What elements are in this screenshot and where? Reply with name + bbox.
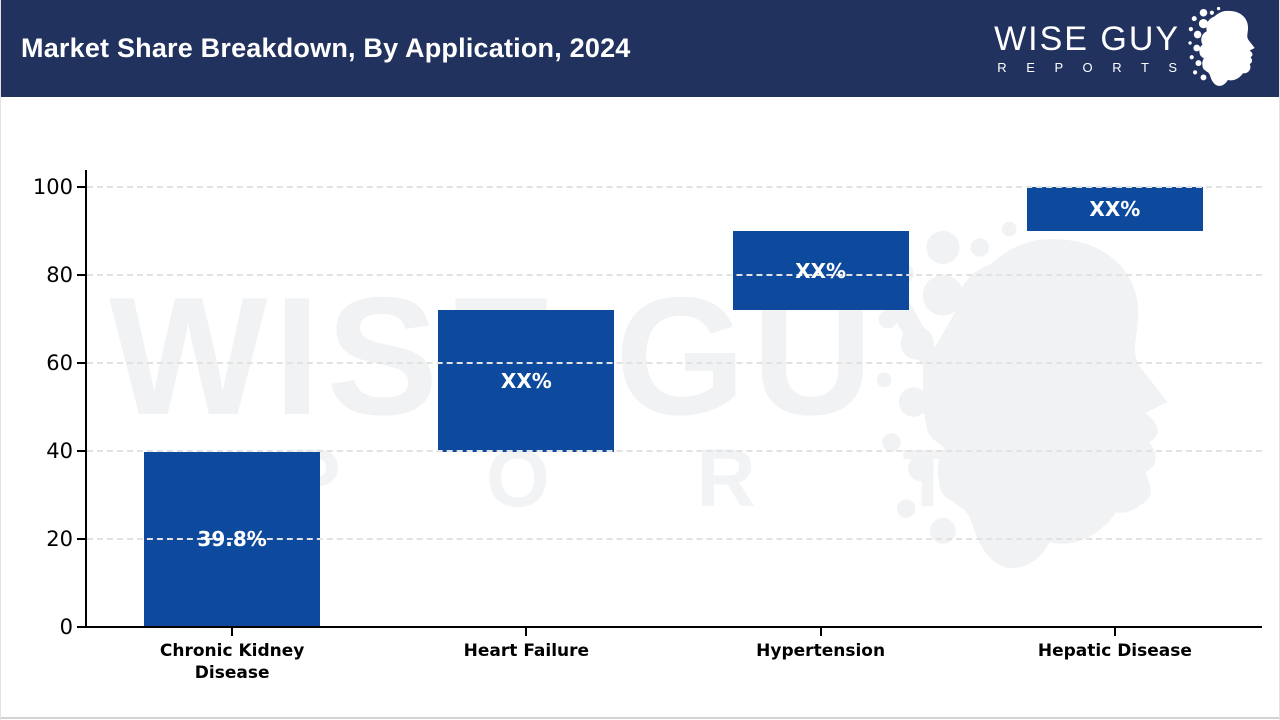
- y-tick-label: 20: [46, 527, 73, 551]
- y-tick-mark: [77, 626, 85, 628]
- x-tick-mark: [1113, 628, 1116, 636]
- header-bar: Market Share Breakdown, By Application, …: [1, 0, 1279, 97]
- x-category-label-heart-failure: Heart Failure: [463, 641, 590, 661]
- watermark-face-icon: [876, 221, 1168, 569]
- bar-value-label-hepatic-disease: XX%: [1089, 197, 1141, 221]
- x-category-label-hepatic-disease: Hepatic Disease: [1037, 641, 1192, 661]
- brand-logo: WISE GUY R E P O R T S: [989, 6, 1273, 90]
- gridline-80: [87, 274, 1262, 276]
- y-axis-line: [85, 170, 87, 628]
- gridline-40: [87, 450, 1262, 452]
- bar-hepatic-disease: [1026, 187, 1203, 231]
- x-category-label-chronic-kidney-disease: Chronic Kidney Disease: [159, 641, 305, 684]
- y-tick-label: 80: [46, 263, 73, 287]
- y-tick-mark: [77, 362, 85, 364]
- brand-name: WISE GUY: [994, 19, 1181, 58]
- watermark-wordmark: WISE GUY: [109, 262, 998, 450]
- y-tick-label: 0: [59, 615, 73, 639]
- y-tick-label: 60: [46, 351, 73, 375]
- y-tick-label: 100: [32, 175, 73, 199]
- bottom-border: [1, 717, 1279, 719]
- bar-heart-failure: [438, 310, 615, 452]
- x-tick-mark: [819, 628, 822, 636]
- x-tick-mark: [231, 628, 234, 636]
- wise-guy-face-icon: [1188, 6, 1255, 86]
- bar-value-label-hypertension: XX%: [795, 258, 847, 283]
- bar-hypertension: [732, 231, 909, 311]
- y-tick-mark: [77, 538, 85, 540]
- x-axis-line: [85, 626, 1262, 628]
- x-tick-mark: [525, 628, 528, 636]
- bar-chronic-kidney-disease: [144, 451, 321, 627]
- gridline-100: [87, 186, 1262, 188]
- gridline-20: [87, 538, 1262, 540]
- brand-wordmark: WISE GUY R E P O R T S: [989, 22, 1185, 75]
- y-tick-label: 40: [46, 439, 73, 463]
- watermark-reports: P O R T S: [286, 433, 1217, 524]
- brand-subtitle: R E P O R T S: [997, 59, 1185, 75]
- bar-value-label-heart-failure: XX%: [500, 369, 552, 394]
- bar-value-label-chronic-kidney-disease: 39.8%: [197, 527, 267, 552]
- x-category-label-hypertension: Hypertension: [756, 641, 886, 661]
- y-tick-mark: [77, 450, 85, 452]
- gridline-60: [87, 362, 1262, 364]
- y-tick-mark: [77, 186, 85, 188]
- y-tick-mark: [77, 274, 85, 276]
- page-title: Market Share Breakdown, By Application, …: [21, 33, 631, 63]
